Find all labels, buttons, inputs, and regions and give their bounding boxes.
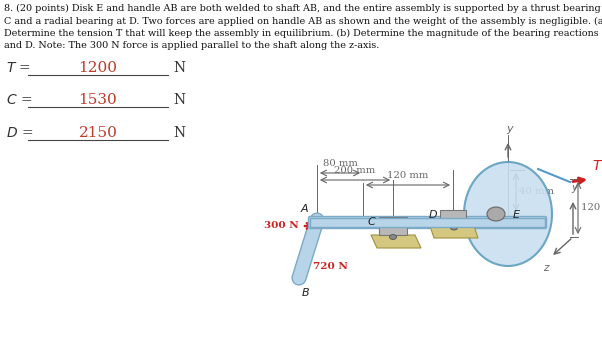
Bar: [310, 218, 545, 227]
Text: $C$ =: $C$ =: [6, 93, 33, 107]
Text: $T$: $T$: [592, 159, 602, 173]
Text: 1530: 1530: [79, 93, 117, 107]
Text: 300 N: 300 N: [264, 221, 299, 231]
Text: 40 mm: 40 mm: [519, 187, 554, 197]
Text: C and a radial bearing at D. Two forces are applied on handle AB as shown and th: C and a radial bearing at D. Two forces …: [4, 17, 602, 26]
Text: $z$: $z$: [543, 263, 551, 273]
Ellipse shape: [389, 234, 397, 239]
Ellipse shape: [450, 226, 458, 230]
Text: 2150: 2150: [79, 126, 117, 140]
FancyBboxPatch shape: [308, 216, 547, 228]
Text: 120 mm: 120 mm: [581, 203, 602, 213]
Text: N: N: [173, 93, 185, 107]
Text: 120 mm: 120 mm: [387, 171, 429, 180]
Text: and D. Note: The 300 N force is applied parallel to the shaft along the z-axis.: and D. Note: The 300 N force is applied …: [4, 42, 379, 50]
Text: $y$: $y$: [506, 124, 515, 136]
Polygon shape: [379, 217, 407, 235]
Polygon shape: [430, 226, 478, 238]
Text: $E$: $E$: [512, 208, 521, 220]
Text: $B$: $B$: [301, 286, 310, 298]
Text: 720 N: 720 N: [313, 262, 348, 271]
Polygon shape: [371, 235, 421, 248]
Ellipse shape: [464, 162, 552, 266]
Text: 200 mm: 200 mm: [334, 166, 376, 175]
Text: Determine the tension T that will keep the assembly in equilibrium. (b) Determin: Determine the tension T that will keep t…: [4, 29, 602, 38]
Text: 8. (20 points) Disk E and handle AB are both welded to shaft AB, and the entire : 8. (20 points) Disk E and handle AB are …: [4, 4, 602, 13]
Text: N: N: [173, 126, 185, 140]
Text: $D$: $D$: [428, 208, 438, 220]
Text: $y$: $y$: [571, 183, 579, 195]
Polygon shape: [440, 210, 466, 226]
Text: 1200: 1200: [78, 61, 117, 75]
Text: $D$ =: $D$ =: [6, 126, 33, 140]
Text: N: N: [173, 61, 185, 75]
Text: $T$ =: $T$ =: [6, 61, 31, 75]
Text: 80 mm: 80 mm: [323, 159, 358, 168]
Text: $C$: $C$: [367, 215, 377, 227]
Ellipse shape: [487, 207, 505, 221]
Text: $A$: $A$: [300, 202, 309, 214]
